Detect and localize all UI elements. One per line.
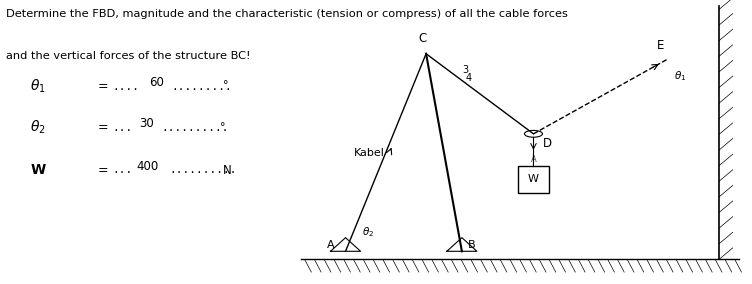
Text: Determine the FBD, magnitude and the characteristic (tension or compress) of all: Determine the FBD, magnitude and the cha… xyxy=(6,9,568,18)
Text: D: D xyxy=(542,137,552,150)
Text: 400: 400 xyxy=(137,160,159,173)
Text: C: C xyxy=(418,32,426,45)
Text: ...: ... xyxy=(113,165,133,176)
Text: W: W xyxy=(30,163,45,178)
Text: ...: ... xyxy=(113,123,133,133)
Text: Kabel: Kabel xyxy=(354,147,385,158)
Bar xyxy=(518,166,549,193)
Text: A: A xyxy=(531,155,536,164)
Text: 3: 3 xyxy=(462,66,468,76)
Text: ..........: .......... xyxy=(169,165,237,176)
Text: 4: 4 xyxy=(465,73,472,83)
Text: E: E xyxy=(656,39,664,52)
Text: ....: .... xyxy=(113,82,140,92)
Text: =: = xyxy=(98,80,108,93)
Text: =: = xyxy=(98,164,108,177)
Text: B: B xyxy=(468,240,475,250)
Text: $\theta_1$: $\theta_1$ xyxy=(30,78,46,95)
Text: N: N xyxy=(223,164,232,177)
Text: W: W xyxy=(528,174,539,184)
Text: =: = xyxy=(98,121,108,134)
Text: °: ° xyxy=(223,80,229,90)
Text: $\theta_2$: $\theta_2$ xyxy=(30,119,46,137)
Text: 30: 30 xyxy=(139,117,154,130)
Text: $\theta_2$: $\theta_2$ xyxy=(362,225,374,239)
Text: and the vertical forces of the structure BC!: and the vertical forces of the structure… xyxy=(6,51,250,61)
Text: .........: ......... xyxy=(171,82,232,92)
Text: ..........: .......... xyxy=(162,123,229,133)
Text: $\theta_1$: $\theta_1$ xyxy=(674,69,686,83)
Text: °: ° xyxy=(220,122,225,132)
Text: 60: 60 xyxy=(149,76,164,89)
Text: A: A xyxy=(326,240,334,250)
